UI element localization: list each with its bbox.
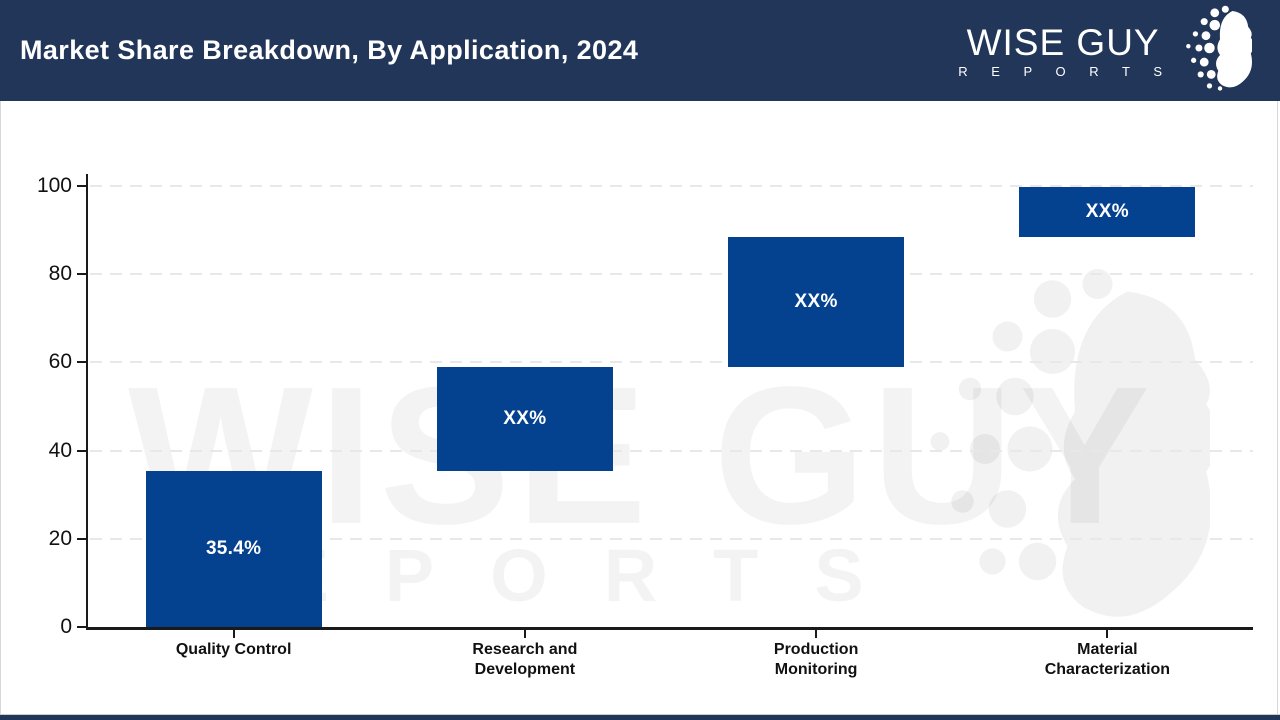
bar-material-characterization: XX%: [1019, 186, 1196, 238]
wise-guy-head-logo-icon: [1174, 4, 1254, 97]
y-tick-mark-60: [77, 361, 86, 364]
x-category-label-3: Material Characterization: [1044, 641, 1171, 678]
chart-title: Market Share Breakdown, By Application, …: [20, 35, 639, 65]
bar-quality-control: 35.4%: [145, 470, 322, 627]
bar-material-characterization-label: XX%: [1085, 201, 1129, 222]
y-tick-label-0: 0: [60, 615, 72, 638]
y-tick-label-80: 80: [48, 262, 72, 286]
wise-guy-logo: WISE GUY R E P O R T S: [954, 4, 1254, 97]
y-tick-label-60: 60: [48, 350, 72, 374]
x-tick-mark-0: [232, 630, 235, 638]
bar-research-and-development: XX%: [436, 366, 613, 471]
x-category-label-1: Research and Development: [472, 641, 578, 678]
gridline-20: [90, 537, 1253, 540]
header-band: Market Share Breakdown, By Application, …: [0, 0, 1280, 101]
gridline-100: [90, 185, 1253, 187]
x-axis-spine: [86, 627, 1253, 630]
bar-quality-control-label: 35.4%: [205, 537, 262, 559]
gridline-60: [90, 361, 1253, 364]
y-tick-mark-20: [77, 537, 86, 540]
wise-guy-logo-text: WISE GUY R E P O R T S: [954, 24, 1172, 78]
y-tick-label-100: 100: [36, 174, 72, 197]
gridline-40: [90, 449, 1253, 452]
y-tick-label-40: 40: [48, 438, 72, 462]
bar-research-and-development-label: XX%: [503, 407, 547, 429]
x-category-label-0: Quality Control: [175, 641, 292, 658]
y-tick-mark-80: [77, 273, 86, 276]
footer-band: [0, 714, 1280, 720]
logo-wordmark: WISE GUY: [966, 21, 1160, 63]
frame-border-right: [1277, 101, 1278, 715]
y-axis-spine: [86, 174, 88, 629]
x-category-label-2: Production Monitoring: [773, 641, 859, 678]
y-tick-label-20: 20: [48, 526, 72, 550]
x-tick-mark-3: [1106, 630, 1109, 638]
frame-border-left: [0, 101, 1, 715]
x-tick-mark-2: [815, 630, 818, 638]
y-tick-mark-40: [77, 449, 86, 452]
bar-production-monitoring-label: XX%: [794, 290, 838, 312]
gridline-80: [90, 273, 1253, 276]
logo-subtitle: R E P O R T S: [958, 63, 1172, 79]
y-tick-mark-100: [77, 185, 86, 187]
y-tick-mark-0: [77, 626, 86, 628]
bar-production-monitoring: XX%: [728, 237, 905, 367]
x-tick-mark-1: [523, 630, 526, 638]
